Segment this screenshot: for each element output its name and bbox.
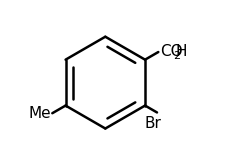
- Text: Me: Me: [28, 106, 51, 121]
- Text: 2: 2: [173, 51, 180, 61]
- Text: Br: Br: [145, 116, 162, 131]
- Text: H: H: [176, 44, 187, 59]
- Text: CO: CO: [160, 44, 183, 59]
